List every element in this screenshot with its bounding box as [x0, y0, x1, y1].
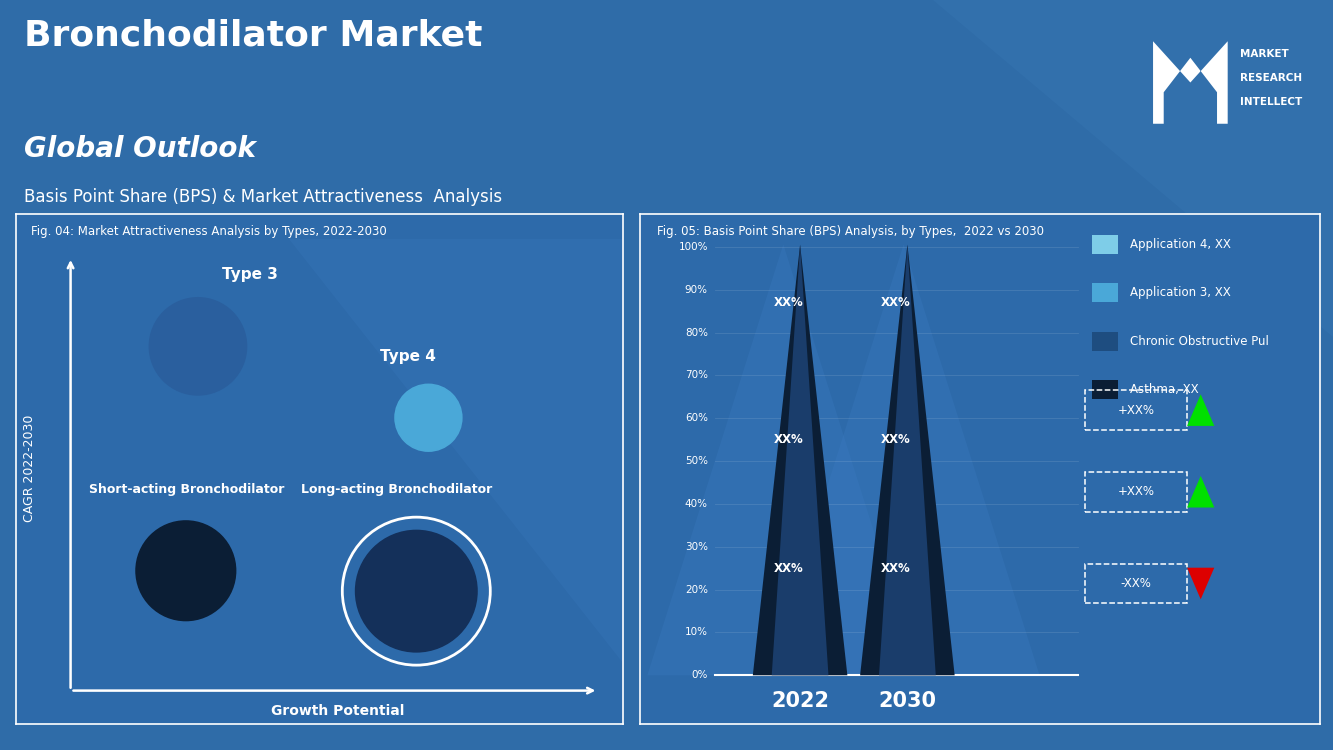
Text: CAGR 2022-2030: CAGR 2022-2030	[23, 415, 36, 523]
Text: 30%: 30%	[685, 542, 708, 552]
Text: RESEARCH: RESEARCH	[1240, 73, 1302, 82]
Text: 20%: 20%	[685, 584, 708, 595]
Text: 80%: 80%	[685, 328, 708, 338]
Text: +XX%: +XX%	[1117, 485, 1154, 498]
Text: 0%: 0%	[692, 670, 708, 680]
FancyBboxPatch shape	[1092, 332, 1118, 351]
Text: XX%: XX%	[773, 433, 804, 446]
Text: MARKET: MARKET	[1240, 49, 1289, 58]
Text: INTELLECT: INTELLECT	[1240, 97, 1302, 106]
FancyBboxPatch shape	[1092, 235, 1118, 254]
Text: Short-acting Bronchodilator: Short-acting Bronchodilator	[89, 483, 284, 496]
Text: -XX%: -XX%	[1121, 577, 1152, 590]
Polygon shape	[860, 244, 954, 675]
Polygon shape	[933, 0, 1333, 338]
Text: Fig. 05: Basis Point Share (BPS) Analysis, by Types,  2022 vs 2030: Fig. 05: Basis Point Share (BPS) Analysi…	[657, 225, 1044, 238]
Text: XX%: XX%	[773, 296, 804, 309]
Text: 70%: 70%	[685, 370, 708, 380]
Text: Growth Potential: Growth Potential	[271, 704, 404, 718]
Polygon shape	[289, 239, 623, 662]
Text: +XX%: +XX%	[1117, 404, 1154, 416]
Ellipse shape	[136, 521, 236, 620]
Text: Long-acting Bronchodilator: Long-acting Bronchodilator	[301, 483, 492, 496]
Text: Basis Point Share (BPS) & Market Attractiveness  Analysis: Basis Point Share (BPS) & Market Attract…	[24, 188, 503, 206]
Text: Application 3, XX: Application 3, XX	[1130, 286, 1230, 299]
Polygon shape	[648, 244, 920, 675]
Polygon shape	[1188, 394, 1214, 426]
Polygon shape	[1188, 568, 1214, 599]
Text: XX%: XX%	[881, 433, 910, 446]
Polygon shape	[1153, 41, 1228, 124]
Text: XX%: XX%	[773, 562, 804, 574]
Polygon shape	[772, 244, 829, 675]
Text: Asthma, XX: Asthma, XX	[1130, 383, 1198, 396]
Text: Global Outlook: Global Outlook	[24, 135, 256, 163]
Text: Type 3: Type 3	[223, 268, 279, 283]
Text: Bronchodilator Market: Bronchodilator Market	[24, 19, 483, 53]
Text: 60%: 60%	[685, 413, 708, 423]
Text: 40%: 40%	[685, 499, 708, 509]
Polygon shape	[753, 244, 848, 675]
Text: 2022: 2022	[770, 691, 829, 711]
Text: 100%: 100%	[678, 242, 708, 252]
Polygon shape	[768, 244, 1040, 675]
Text: Application 4, XX: Application 4, XX	[1130, 238, 1230, 250]
FancyBboxPatch shape	[1092, 283, 1118, 302]
Polygon shape	[1188, 476, 1214, 508]
Text: 50%: 50%	[685, 456, 708, 466]
Text: 90%: 90%	[685, 285, 708, 295]
Ellipse shape	[356, 530, 477, 652]
Ellipse shape	[149, 298, 247, 394]
Text: XX%: XX%	[881, 296, 910, 309]
Text: XX%: XX%	[881, 562, 910, 574]
Ellipse shape	[395, 385, 461, 451]
Text: Type 4: Type 4	[380, 349, 436, 364]
Text: 10%: 10%	[685, 628, 708, 638]
Text: Chronic Obstructive Pul: Chronic Obstructive Pul	[1130, 334, 1269, 348]
Text: 2030: 2030	[878, 691, 936, 711]
FancyBboxPatch shape	[1092, 380, 1118, 400]
Polygon shape	[878, 244, 936, 675]
Text: Fig. 04: Market Attractiveness Analysis by Types, 2022-2030: Fig. 04: Market Attractiveness Analysis …	[31, 225, 387, 238]
